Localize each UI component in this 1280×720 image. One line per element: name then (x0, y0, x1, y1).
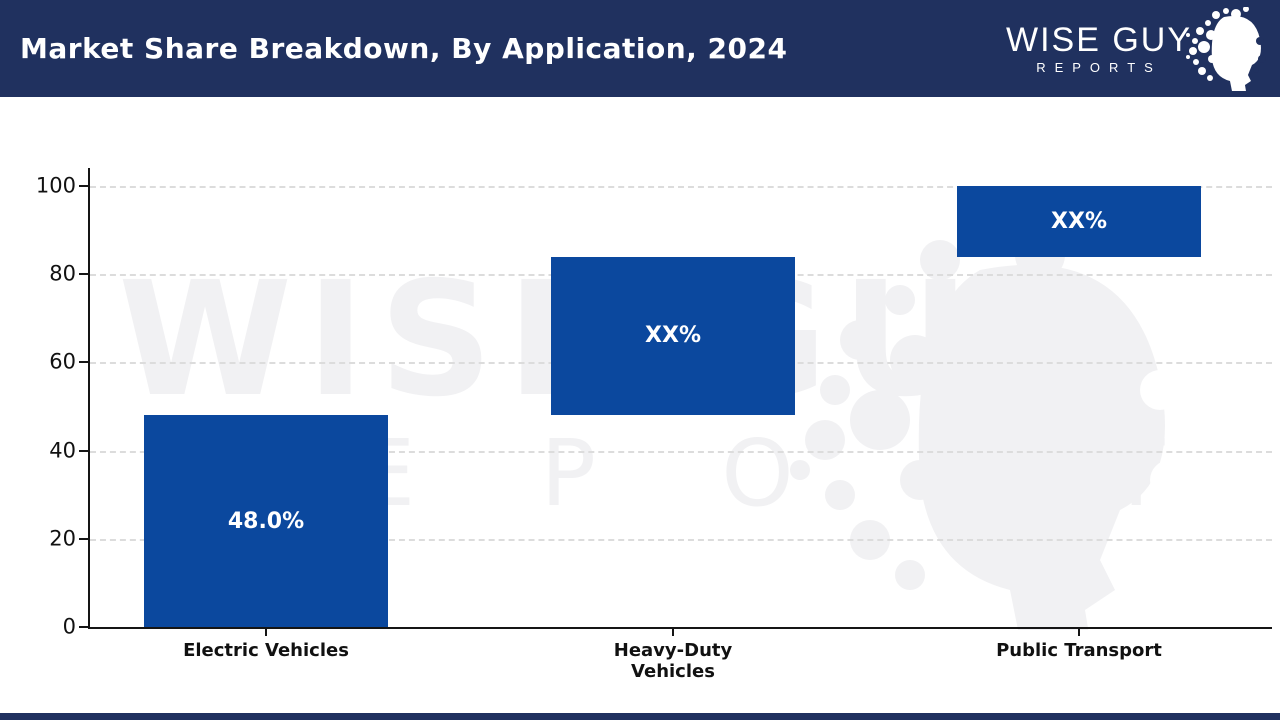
bar-electric-vehicles: 48.0% (144, 415, 388, 627)
x-axis-tick-label: Public Transport (996, 640, 1162, 661)
x-axis-tick-label: Heavy-Duty Vehicles (613, 640, 733, 682)
y-axis-tick-mark (79, 449, 88, 452)
y-axis-tick-mark (79, 537, 88, 540)
header-bar: Market Share Breakdown, By Application, … (0, 0, 1280, 97)
y-axis-tick-mark (79, 273, 88, 276)
y-axis-tick-label: 40 (49, 438, 76, 463)
x-axis-tick-mark (265, 627, 267, 636)
wise-guy-reports-logo: WISE GUY REPORTS (1006, 6, 1266, 92)
y-axis-tick-label: 100 (35, 173, 76, 198)
y-axis-tick-label: 80 (49, 261, 76, 286)
gridline (90, 186, 1272, 188)
y-axis-tick-mark (79, 626, 88, 628)
logo-text: WISE GUY REPORTS (1006, 23, 1192, 75)
bar-value-label: 48.0% (227, 508, 305, 534)
y-axis-tick-label: 0 (62, 614, 76, 639)
footer-bar (0, 713, 1280, 720)
gridline (90, 538, 1272, 541)
x-axis-tick-label: Electric Vehicles (183, 640, 349, 661)
bar-heavy-duty-vehicles: XX% (551, 256, 795, 416)
plot-area: 0 20 40 60 80 100 48.0% Electric Vehicles XX% Hea… (36, 168, 1272, 682)
x-axis-tick-mark (1078, 627, 1080, 636)
bar-public-transport: XX% (957, 186, 1201, 257)
bar-value-label: XX% (1051, 208, 1107, 234)
page-title: Market Share Breakdown, By Application, … (20, 32, 788, 65)
y-axis-tick-mark (79, 361, 88, 364)
y-axis-tick-label: 20 (49, 526, 76, 551)
y-axis-tick-label: 60 (49, 349, 76, 374)
bar-value-label: XX% (645, 323, 701, 349)
logo-wordmark: WISE GUY (1006, 21, 1193, 59)
gridline (90, 450, 1272, 453)
logo-subtitle: REPORTS (1036, 60, 1162, 75)
head-profile-icon (1186, 7, 1266, 91)
x-axis-tick-mark (672, 627, 674, 636)
y-axis-tick-mark (79, 185, 88, 187)
